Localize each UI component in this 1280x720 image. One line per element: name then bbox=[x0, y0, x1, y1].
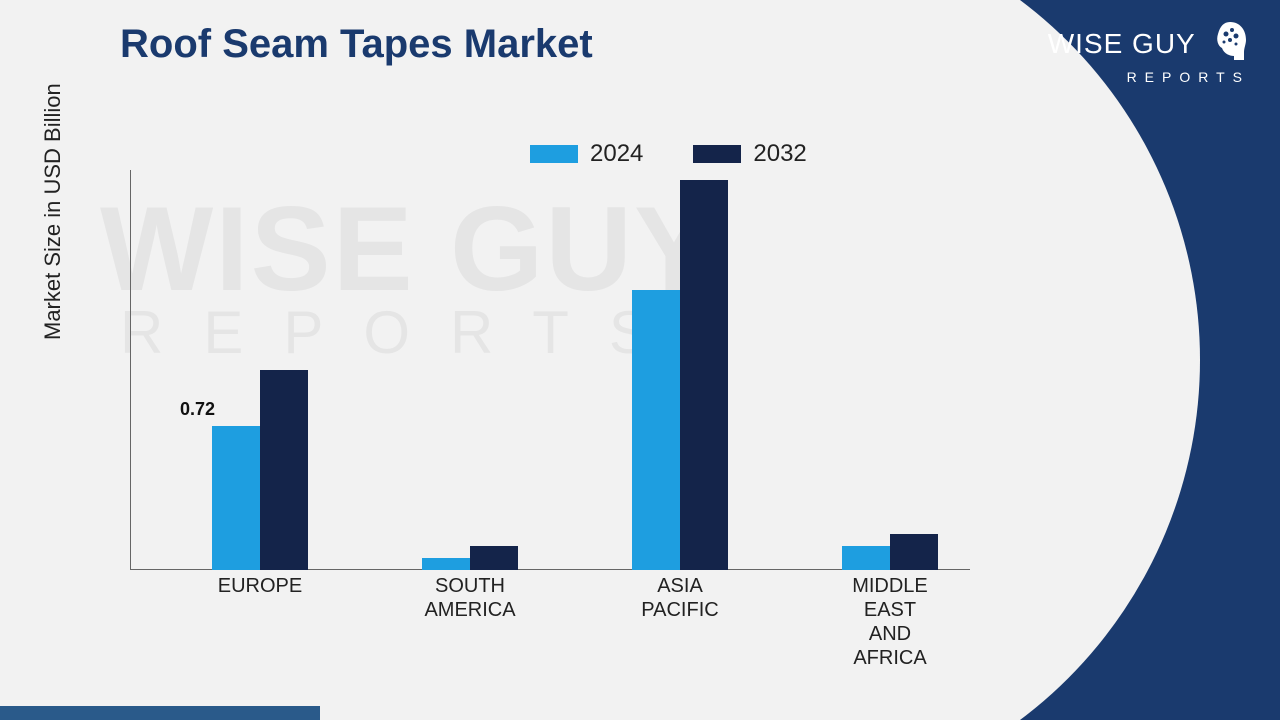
plot-area: 0.72 bbox=[130, 170, 970, 570]
bar bbox=[260, 370, 308, 570]
brand-line2: REPORTS bbox=[1048, 69, 1250, 85]
page: Roof Seam Tapes Market WISE GUY REPORTS … bbox=[0, 0, 1280, 720]
bar bbox=[422, 558, 470, 570]
y-axis-line bbox=[130, 170, 131, 570]
legend-label-2032: 2032 bbox=[753, 140, 806, 168]
bar bbox=[842, 546, 890, 570]
legend-label-2024: 2024 bbox=[590, 140, 643, 168]
bar bbox=[632, 290, 680, 570]
legend-swatch-2032 bbox=[693, 145, 741, 163]
legend-item-2024: 2024 bbox=[530, 140, 643, 168]
brand-line1: WISE GUY bbox=[1048, 28, 1196, 59]
brand-logo: WISE GUY REPORTS bbox=[1048, 20, 1250, 85]
bar-value-label: 0.72 bbox=[180, 399, 215, 420]
bar bbox=[680, 180, 728, 570]
x-axis-label: MIDDLEEASTANDAFRICA bbox=[820, 574, 960, 670]
chart: Market Size in USD Billion 2024 2032 0.7… bbox=[70, 140, 970, 660]
bar-group bbox=[620, 180, 740, 570]
x-axis-label: EUROPE bbox=[190, 574, 330, 598]
bar-group bbox=[410, 546, 530, 570]
legend-swatch-2024 bbox=[530, 145, 578, 163]
page-title: Roof Seam Tapes Market bbox=[120, 22, 593, 67]
bar-group: 0.72 bbox=[200, 370, 320, 570]
y-axis-label: Market Size in USD Billion bbox=[40, 83, 66, 340]
legend-item-2032: 2032 bbox=[693, 140, 806, 168]
bar bbox=[212, 426, 260, 570]
bottom-accent-bar bbox=[0, 706, 320, 720]
bar-group bbox=[830, 534, 950, 570]
x-axis-labels: EUROPE SOUTHAMERICA ASIAPACIFIC MIDDLEEASTA… bbox=[130, 574, 970, 694]
bar bbox=[470, 546, 518, 570]
x-axis-label: SOUTHAMERICA bbox=[400, 574, 540, 622]
head-icon bbox=[1210, 20, 1250, 71]
right-panel bbox=[960, 0, 1280, 720]
legend: 2024 2032 bbox=[530, 140, 807, 168]
x-axis-label: ASIAPACIFIC bbox=[610, 574, 750, 622]
bar bbox=[890, 534, 938, 570]
